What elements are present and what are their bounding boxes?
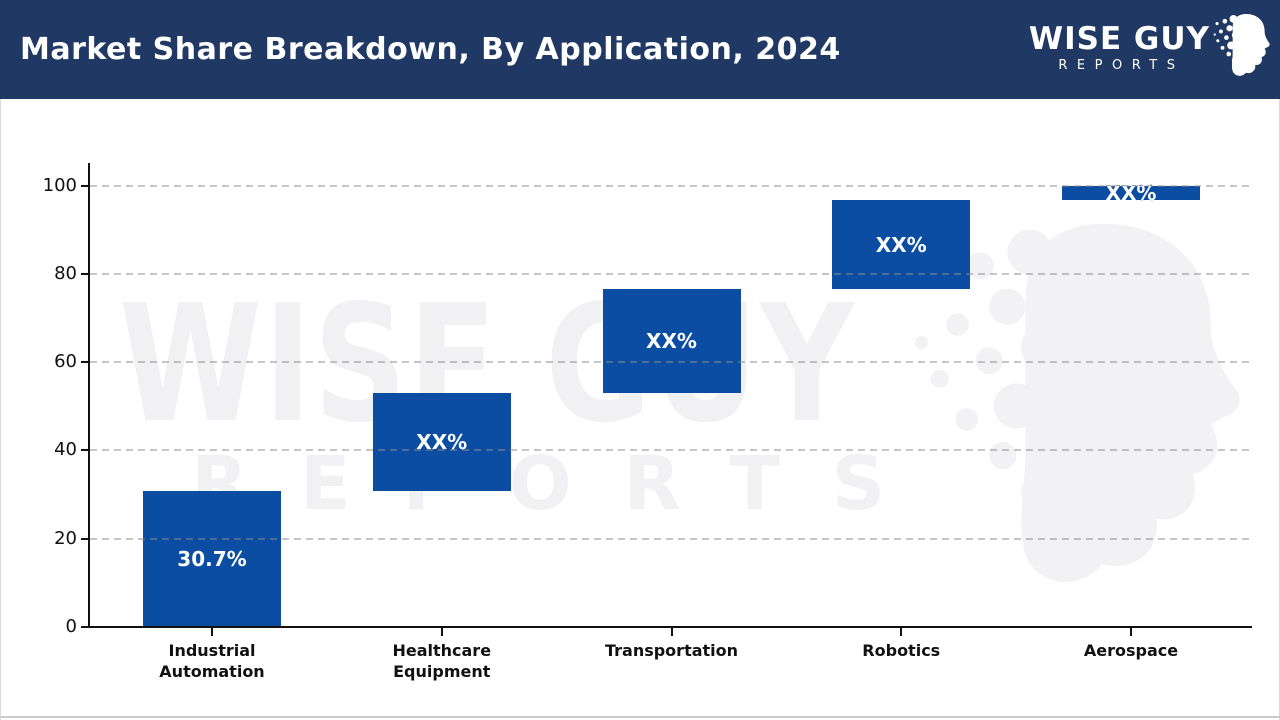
- gridline-20: [90, 537, 1251, 540]
- wiseguy-logo: WISE GUY REPORTS: [1029, 4, 1274, 90]
- bar-label-overflow-layer: XX%: [1105, 180, 1157, 205]
- gridline-40: [90, 449, 1251, 452]
- bar-healthcare-equipment: [372, 393, 511, 492]
- bar-transportation: [602, 289, 741, 393]
- x-tick-healthcare-equipment: [440, 628, 443, 636]
- y-tick-label-100: 100: [42, 174, 77, 196]
- watermark-head-icon: [914, 223, 1240, 582]
- header-bar: Market Share Breakdown, By Application, …: [0, 0, 1280, 99]
- gridline-60: [90, 361, 1251, 364]
- y-tick-60: [81, 361, 88, 364]
- x-tick-industrial-automation: [211, 628, 213, 636]
- bar-label-healthcare-equipment: XX%: [416, 430, 468, 455]
- page-title: Market Share Breakdown, By Application, …: [20, 32, 841, 67]
- logo-wiseguy-text: WISE GUY: [1028, 20, 1210, 57]
- y-tick-label-20: 20: [54, 527, 77, 549]
- x-label-robotics: Robotics: [862, 641, 941, 660]
- x-tick-robotics: [900, 628, 903, 636]
- y-tick-label-40: 40: [54, 439, 77, 461]
- x-label-transportation: Transportation: [604, 641, 739, 660]
- bar-industrial-automation: [143, 491, 281, 627]
- x-label-healthcare-equipment: Healthcare Equipment: [392, 641, 492, 681]
- gridline-100: [90, 184, 1251, 187]
- bar-label-aerospace: XX% XX%: [1062, 181, 1200, 205]
- plot-area: 30.7% XX% XX% XX% XX% XX% 0 20 40 60 80 100 Industri…: [1, 99, 1280, 720]
- x-axis-line: [88, 626, 1252, 628]
- y-tick-20: [81, 537, 88, 540]
- gridline-80: [90, 272, 1251, 275]
- bar-label-transportation: XX%: [646, 329, 697, 354]
- x-label-aerospace: Aerospace: [1083, 641, 1179, 660]
- x-tick-aerospace: [1130, 628, 1132, 636]
- logo-reports-text: REPORTS: [1058, 57, 1185, 73]
- y-tick-label-80: 80: [54, 262, 77, 284]
- bar-label-inside-layer: XX%: [1105, 180, 1157, 205]
- y-tick-40: [81, 449, 88, 452]
- bottom-border-line: [1, 716, 1280, 718]
- y-tick-label-60: 60: [54, 351, 77, 373]
- bar-label-industrial-automation: 30.7%: [177, 547, 247, 572]
- y-axis-line: [88, 163, 90, 628]
- y-tick-80: [81, 272, 88, 275]
- wiseguy-logo-text: WISE GUY REPORTS: [1029, 22, 1210, 73]
- wiseguy-head-icon: [1213, 14, 1270, 76]
- bar-aerospace: [1062, 185, 1200, 201]
- x-tick-transportation: [670, 628, 673, 636]
- watermark-reports: REPORTS: [191, 441, 938, 527]
- y-tick-label-0: 0: [65, 616, 77, 637]
- bar-label-robotics: XX%: [875, 232, 927, 257]
- y-tick-0: [81, 626, 88, 628]
- chart-canvas: WISE GUY REPORTS 30.7% XX% XX% XX% XX% XX% 0 20…: [0, 99, 1280, 720]
- x-label-industrial-automation: Industrial Automation: [159, 641, 265, 681]
- y-tick-100: [81, 184, 88, 187]
